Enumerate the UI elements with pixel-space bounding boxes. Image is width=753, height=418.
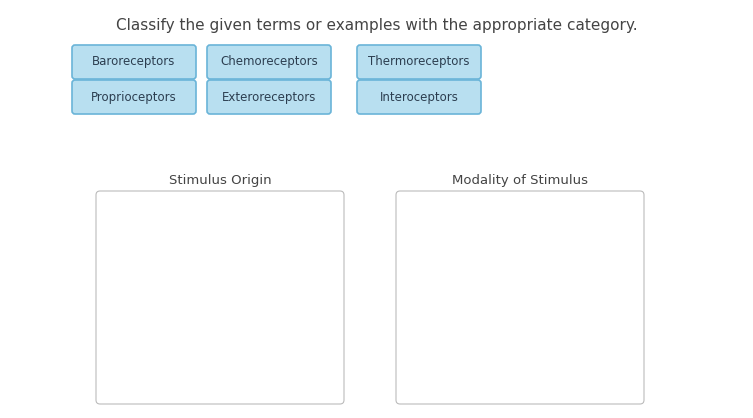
FancyBboxPatch shape [357, 80, 481, 114]
Text: Exteroreceptors: Exteroreceptors [222, 91, 316, 104]
FancyBboxPatch shape [357, 45, 481, 79]
Text: Chemoreceptors: Chemoreceptors [220, 56, 318, 69]
FancyBboxPatch shape [207, 45, 331, 79]
FancyBboxPatch shape [96, 191, 344, 404]
Text: Classify the given terms or examples with the appropriate category.: Classify the given terms or examples wit… [116, 18, 637, 33]
FancyBboxPatch shape [396, 191, 644, 404]
FancyBboxPatch shape [72, 45, 196, 79]
Text: Proprioceptors: Proprioceptors [91, 91, 177, 104]
Text: Interoceptors: Interoceptors [380, 91, 459, 104]
Text: Baroreceptors: Baroreceptors [93, 56, 175, 69]
Text: Stimulus Origin: Stimulus Origin [169, 174, 271, 187]
FancyBboxPatch shape [72, 80, 196, 114]
Text: Modality of Stimulus: Modality of Stimulus [452, 174, 588, 187]
FancyBboxPatch shape [207, 80, 331, 114]
Text: Thermoreceptors: Thermoreceptors [368, 56, 470, 69]
